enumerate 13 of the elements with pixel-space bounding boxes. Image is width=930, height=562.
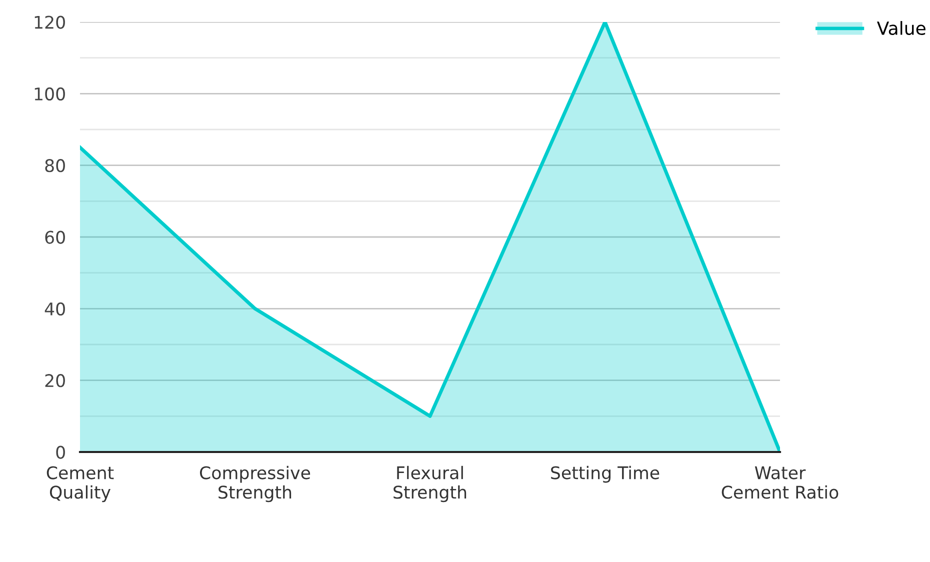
x-tick-label: Cement Quality xyxy=(46,466,114,502)
x-tick-label: Setting Time xyxy=(551,466,660,483)
y-tick-label: 100 xyxy=(34,87,65,101)
y-tick-label: 20 xyxy=(45,374,65,388)
x-tick-label: Flexural Strength xyxy=(394,466,466,502)
y-tick-label: 80 xyxy=(45,159,65,172)
legend-label: Value xyxy=(876,21,926,36)
y-tick-label: 40 xyxy=(44,302,65,316)
x-tick-label: Water Cement Ratio xyxy=(722,466,838,499)
y-tick-label: 0 xyxy=(56,446,65,459)
y-tick-label: 60 xyxy=(45,230,65,244)
y-tick-label: 120 xyxy=(34,16,65,29)
x-tick-label: Compressive Strength xyxy=(200,466,310,502)
